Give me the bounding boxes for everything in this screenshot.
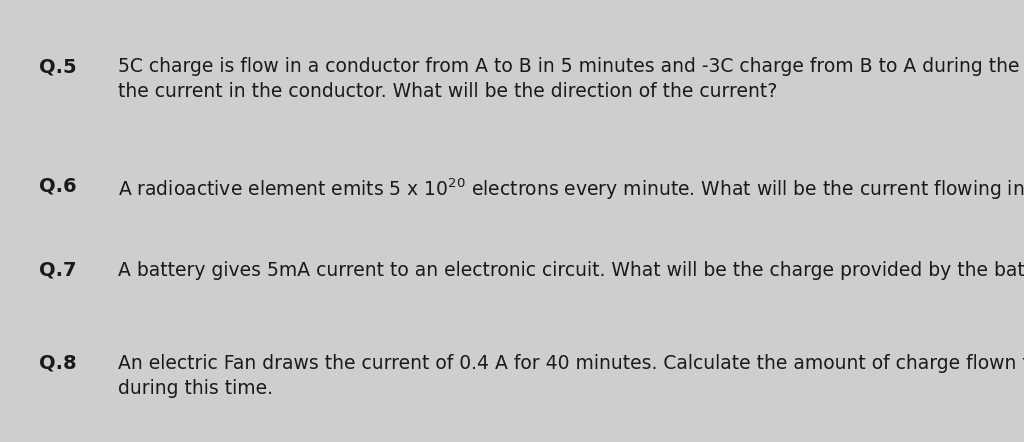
Text: An electric Fan draws the current of 0.4 A for 40 minutes. Calculate the amount : An electric Fan draws the current of 0.4… bbox=[118, 354, 1024, 398]
Text: Q.6: Q.6 bbox=[39, 177, 77, 196]
Text: A battery gives 5mA current to an electronic circuit. What will be the charge pr: A battery gives 5mA current to an electr… bbox=[118, 261, 1024, 280]
Text: Q.7: Q.7 bbox=[39, 261, 77, 280]
Text: 5C charge is flow in a conductor from A to B in 5 minutes and -3C charge from B : 5C charge is flow in a conductor from A … bbox=[118, 57, 1024, 102]
Text: A radioactive element emits 5 x 10$^{20}$ electrons every minute. What will be t: A radioactive element emits 5 x 10$^{20}… bbox=[118, 177, 1024, 202]
Text: Q.5: Q.5 bbox=[39, 57, 77, 76]
Text: Q.8: Q.8 bbox=[39, 354, 77, 373]
